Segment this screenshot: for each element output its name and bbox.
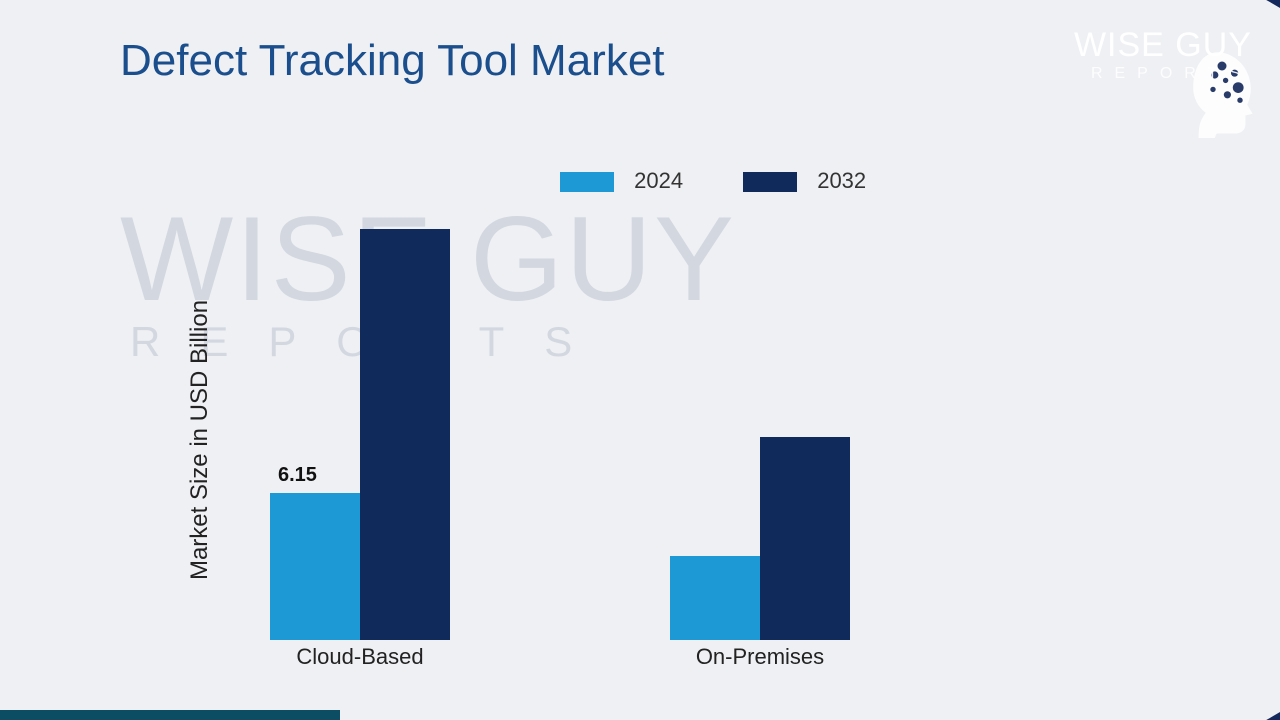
brand-sub: REPORTS bbox=[1074, 66, 1252, 82]
bottom-accent-bar bbox=[0, 710, 340, 720]
bar-cloud-2032 bbox=[360, 229, 450, 640]
x-label-cloud-based: Cloud-Based bbox=[250, 644, 470, 670]
legend-swatch-2032 bbox=[743, 172, 797, 192]
brain-head-icon bbox=[1168, 48, 1258, 138]
legend-item-2024: 2024 bbox=[560, 168, 683, 194]
bar-onprem-2032 bbox=[760, 437, 850, 640]
bar-cloud-2024 bbox=[270, 493, 360, 640]
value-label-6-15: 6.15 bbox=[278, 464, 317, 487]
plot-area: 6.15 bbox=[170, 210, 970, 640]
page-title: Defect Tracking Tool Market bbox=[120, 36, 665, 86]
chart: Market Size in USD Billion 6.15 Cloud-Ba… bbox=[110, 210, 970, 670]
bar-onprem-2024 bbox=[670, 556, 760, 640]
x-label-on-premises: On-Premises bbox=[650, 644, 870, 670]
legend-label-2032: 2032 bbox=[817, 168, 866, 193]
legend-item-2032: 2032 bbox=[743, 168, 866, 194]
legend: 2024 2032 bbox=[560, 168, 866, 194]
stage: WISE GUY REPORTS Defect Tracking Tool Ma… bbox=[0, 0, 1280, 720]
legend-label-2024: 2024 bbox=[634, 168, 683, 193]
legend-swatch-2024 bbox=[560, 172, 614, 192]
brand-logo: WISE GUY REPORTS bbox=[1074, 28, 1252, 82]
